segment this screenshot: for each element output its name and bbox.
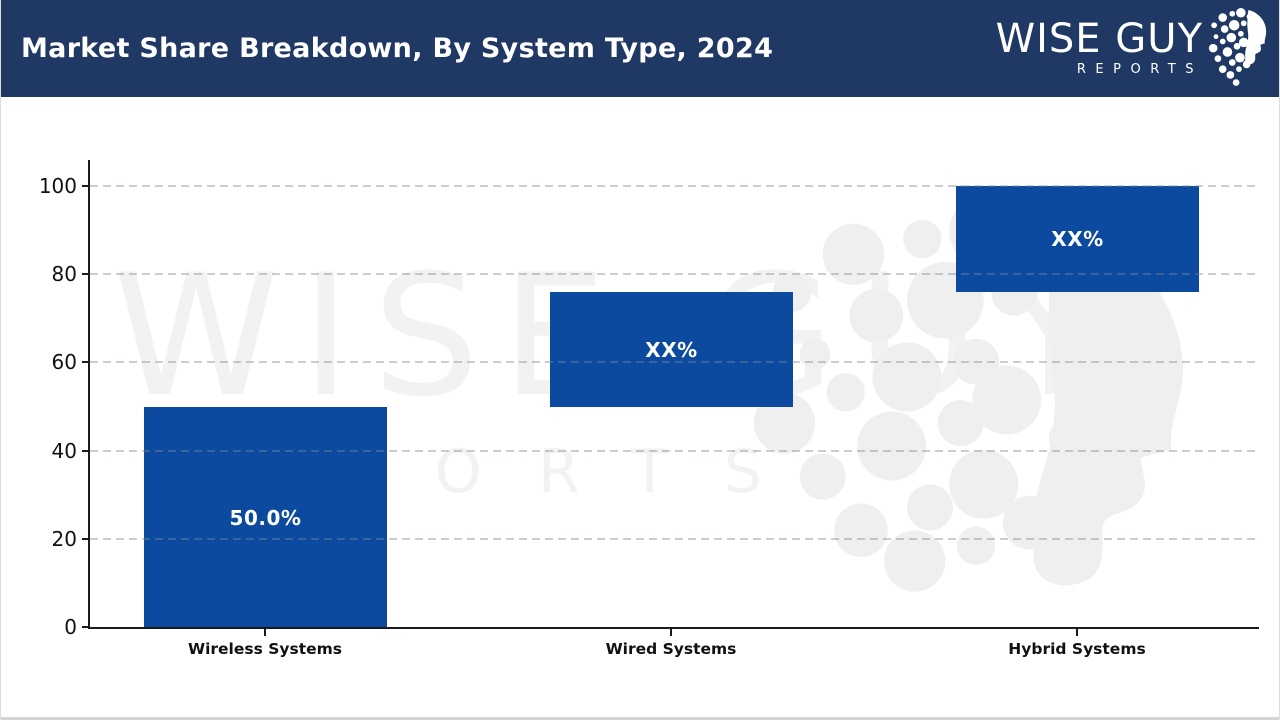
y-tick-label-20: 20: [51, 527, 77, 551]
header-bar: Market Share Breakdown, By System Type, …: [1, 0, 1279, 97]
bar-value-label: 50.0%: [229, 505, 302, 530]
logo-wiseguy-label: WISE GUY: [995, 16, 1203, 62]
y-tick-mark: [82, 273, 88, 275]
bar-value-label: XX%: [645, 337, 698, 362]
x-tick-mark: [1076, 629, 1078, 636]
y-tick-mark: [82, 361, 88, 363]
y-tick-label-80: 80: [51, 262, 77, 286]
y-tick-mark: [82, 185, 88, 187]
y-tick-mark: [82, 450, 88, 452]
x-tick-mark: [264, 629, 266, 636]
gridline-80: [90, 273, 1259, 275]
y-axis-line: [88, 160, 90, 629]
bar-wireless-systems: 50.0%: [144, 407, 387, 628]
bar-wired-systems: XX%: [550, 292, 793, 407]
x-category-label-3: Hybrid Systems: [1008, 640, 1146, 658]
x-category-label-2: Wired Systems: [605, 640, 737, 658]
logo-reports-label: REPORTS: [1076, 62, 1203, 77]
logo-text: WISE GUY REPORTS: [996, 18, 1203, 77]
y-tick-label-60: 60: [51, 350, 77, 374]
y-tick-label-100: 100: [38, 174, 77, 198]
gridline-100: [90, 185, 1259, 187]
x-tick-mark: [670, 629, 672, 636]
y-tick-label-0: 0: [64, 615, 77, 639]
y-tick-mark: [82, 538, 88, 540]
bar-value-label: XX%: [1051, 227, 1104, 251]
y-tick-mark: [82, 626, 88, 628]
gridline-20: [90, 538, 1259, 540]
x-category-label-1: Wireless Systems: [187, 640, 343, 658]
y-tick-label-40: 40: [51, 439, 77, 463]
x-axis-line: [88, 627, 1259, 629]
logo-head-profile-icon: [1208, 8, 1267, 86]
wise-guy-logo: WISE GUY REPORTS: [996, 4, 1271, 94]
bar-hybrid-systems: XX%: [956, 186, 1199, 292]
gridline-60: [90, 361, 1259, 363]
page-title: Market Share Breakdown, By System Type, …: [21, 33, 774, 64]
footer-strip: [1, 717, 1279, 720]
gridline-40: [90, 450, 1259, 452]
